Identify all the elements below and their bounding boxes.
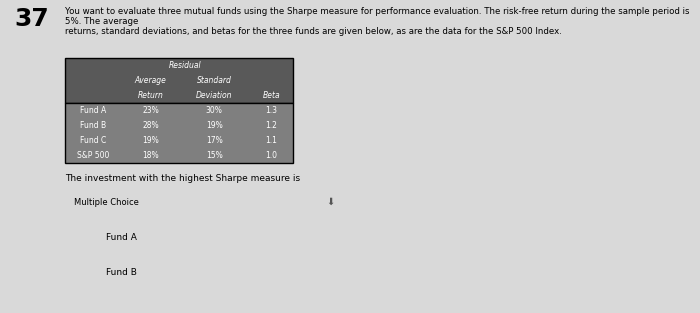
Text: 1.0: 1.0 (265, 151, 277, 160)
FancyBboxPatch shape (65, 58, 293, 103)
Text: S&P 500: S&P 500 (77, 151, 110, 160)
Text: 1.3: 1.3 (265, 106, 277, 115)
FancyBboxPatch shape (65, 259, 617, 287)
Text: 19%: 19% (206, 121, 223, 130)
Text: Return: Return (138, 91, 164, 100)
Text: 28%: 28% (142, 121, 159, 130)
Text: Fund B: Fund B (80, 121, 106, 130)
Text: Average: Average (134, 76, 167, 85)
FancyBboxPatch shape (65, 103, 293, 163)
Text: The investment with the highest Sharpe measure is: The investment with the highest Sharpe m… (65, 174, 300, 183)
Text: Fund B: Fund B (106, 268, 137, 277)
Text: 15%: 15% (206, 151, 223, 160)
Text: 17%: 17% (206, 136, 223, 145)
Text: 37: 37 (14, 7, 49, 31)
FancyBboxPatch shape (65, 223, 617, 252)
Text: Fund C: Fund C (80, 136, 106, 145)
Text: 1.2: 1.2 (265, 121, 277, 130)
FancyBboxPatch shape (65, 192, 617, 289)
Text: 18%: 18% (142, 151, 159, 160)
Text: 30%: 30% (206, 106, 223, 115)
Text: Beta: Beta (262, 91, 280, 100)
Text: Fund A: Fund A (80, 106, 106, 115)
Text: Standard: Standard (197, 76, 232, 85)
FancyBboxPatch shape (65, 192, 617, 213)
Text: ⬇: ⬇ (326, 197, 334, 207)
Text: You want to evaluate three mutual funds using the Sharpe measure for performance: You want to evaluate three mutual funds … (65, 7, 690, 37)
Text: Fund A: Fund A (106, 233, 137, 242)
Text: 19%: 19% (142, 136, 159, 145)
Text: 1.1: 1.1 (265, 136, 277, 145)
Text: 23%: 23% (142, 106, 159, 115)
Text: Residual: Residual (169, 61, 202, 70)
Text: Deviation: Deviation (196, 91, 232, 100)
Text: Multiple Choice: Multiple Choice (74, 198, 139, 207)
